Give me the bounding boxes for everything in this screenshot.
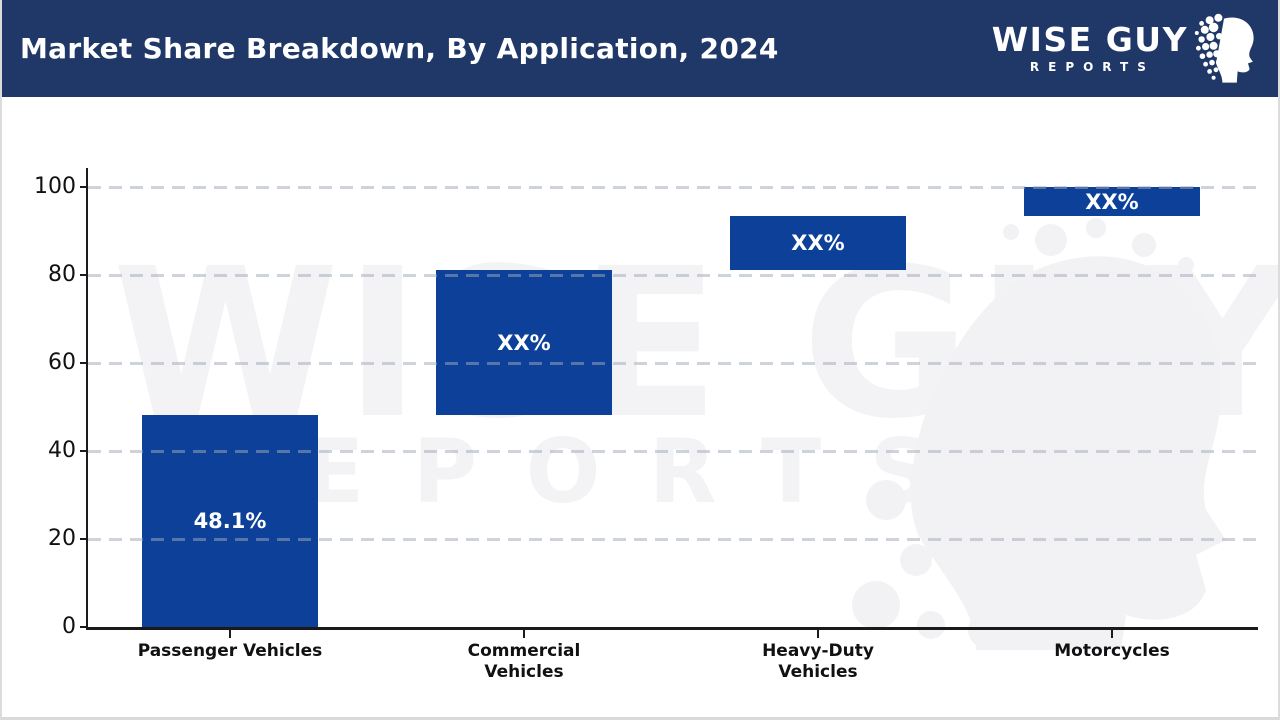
wise-guy-logo: WISE GUY REPORTS [992, 8, 1256, 90]
watermark-head-icon [852, 218, 1226, 650]
y-tick-label-40: 40 [48, 438, 76, 463]
bar-heavy-duty-vehicles [730, 216, 906, 271]
x-category-label-line: Vehicles [484, 662, 564, 682]
bar-motorcycles [1024, 187, 1200, 217]
x-tick-passenger-vehicles [229, 630, 231, 638]
x-axis-line [86, 627, 1258, 630]
y-tick-60 [80, 362, 88, 364]
x-category-label-line: Vehicles [778, 662, 858, 682]
y-tick-40 [80, 450, 88, 452]
logo-subtitle-text: REPORTS [1029, 60, 1155, 74]
x-tick-heavy-duty-vehicles [817, 630, 819, 638]
y-tick-label-80: 80 [48, 262, 76, 287]
header-banner: Market Share Breakdown, By Application, … [0, 0, 1280, 97]
logo-head-icon [1194, 13, 1254, 83]
x-category-label-motorcycles: Motorcycles [982, 641, 1242, 662]
x-tick-motorcycles [1111, 630, 1113, 638]
x-tick-commercial-vehicles [523, 630, 525, 638]
bar-value-label-commercial-vehicles: XX% [497, 330, 551, 355]
page-title: Market Share Breakdown, By Application, … [20, 32, 779, 65]
x-category-label-line: Passenger Vehicles [137, 641, 323, 661]
y-axis-line [86, 168, 88, 630]
y-tick-label-60: 60 [48, 350, 76, 375]
y-tick-label-100: 100 [34, 174, 76, 199]
bar-commercial-vehicles [436, 270, 612, 416]
x-category-label-heavy-duty-vehicles: Heavy-Duty Vehicles [688, 641, 948, 683]
y-tick-80 [80, 274, 88, 276]
x-category-label-passenger-vehicles: Passenger Vehicles [100, 641, 360, 662]
gridline-60 [88, 362, 1258, 365]
gridline-80 [88, 274, 1258, 277]
y-tick-label-0: 0 [62, 614, 76, 639]
x-category-label-line: Heavy-Duty [762, 641, 874, 661]
y-tick-20 [80, 538, 88, 540]
logo-title-text: WISE GUY [991, 20, 1188, 59]
y-tick-100 [80, 186, 88, 188]
x-category-label-line: Commercial [467, 641, 581, 661]
x-category-label-commercial-vehicles: Commercial Vehicles [394, 641, 654, 683]
bar-value-label-motorcycles: XX% [1085, 189, 1139, 214]
x-category-label-line: Motorcycles [1054, 641, 1170, 661]
y-tick-label-20: 20 [48, 526, 76, 551]
gridline-20 [88, 538, 1258, 541]
bar-value-label-heavy-duty-vehicles: XX% [791, 231, 845, 256]
gridline-100 [88, 186, 1258, 189]
logo-wordmark: WISE GUY REPORTS [991, 20, 1188, 75]
bar-value-label-passenger-vehicles: 48.1% [193, 509, 267, 534]
gridline-40 [88, 450, 1258, 453]
y-tick-0 [80, 626, 88, 628]
